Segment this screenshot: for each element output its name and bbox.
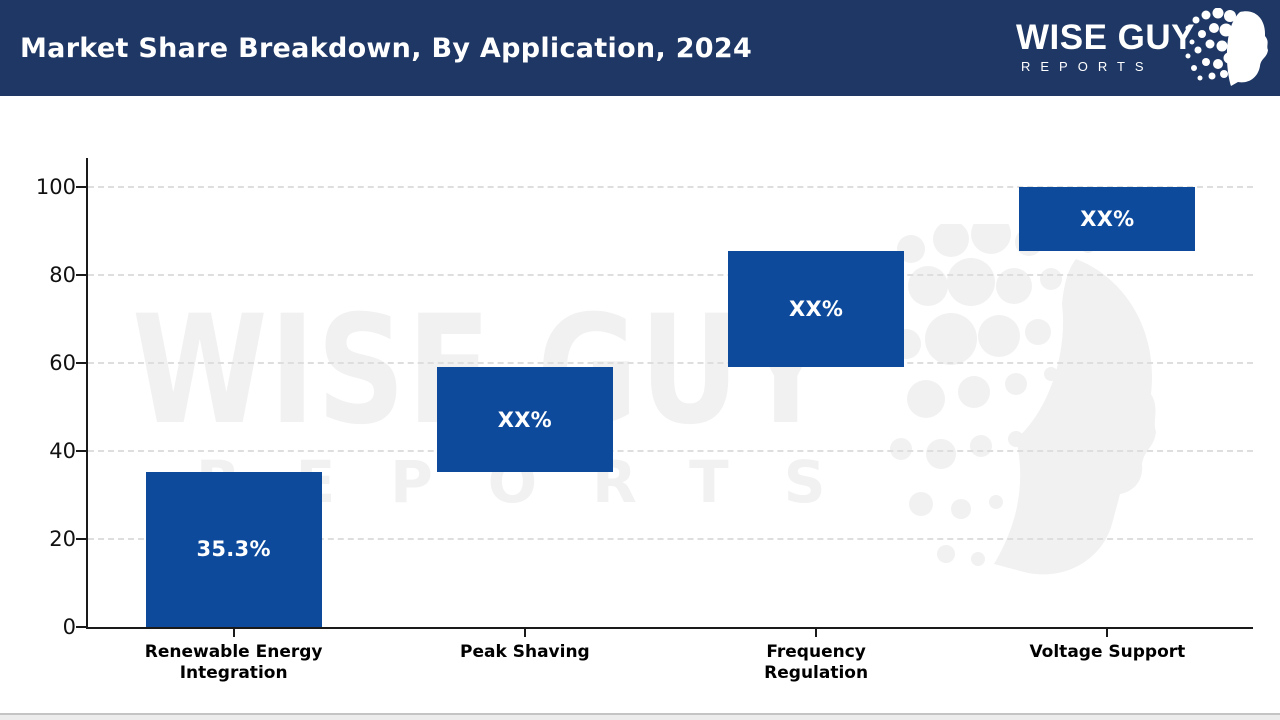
category-label-line: Frequency [766, 642, 866, 662]
logo-wordmark-line2: REPORTS [1021, 59, 1154, 74]
bottom-border [0, 713, 1280, 720]
logo-head-icon [1185, 8, 1268, 87]
x-axis-tick [815, 629, 818, 637]
y-axis-tick [76, 538, 86, 540]
bar-4: XX% [1019, 187, 1196, 251]
category-label-line: Integration [179, 663, 288, 683]
x-axis-tick [232, 629, 235, 637]
plot: 0 20 40 60 80 100 35.3% Renewable Energy Integra… [0, 96, 1280, 716]
x-axis-tick [523, 629, 526, 637]
y-axis-line [86, 158, 88, 629]
category-label-line: Regulation [764, 663, 869, 683]
header-bar: Market Share Breakdown, By Application, … [0, 0, 1280, 96]
category-label: Peak Shaving [365, 642, 685, 663]
y-axis-tick-label: 0 [62, 615, 76, 639]
wise-guy-logo: WISE GUY REPORTS [1016, 8, 1270, 90]
category-label-line: Voltage Support [1029, 642, 1186, 662]
bar-3: XX% [728, 250, 905, 368]
logo-wordmark: WISE GUY REPORTS [1016, 18, 1196, 75]
chart-area: WISE GUY REPORTS 0 20 40 60 80 100 35. [0, 96, 1280, 716]
category-label: Renewable Energy Integration [74, 642, 394, 684]
bar-value-label: XX% [788, 297, 844, 322]
y-axis-tick-label: 40 [49, 439, 76, 463]
y-axis-tick [76, 450, 86, 452]
bar-2: XX% [436, 367, 613, 472]
category-label-line: Peak Shaving [460, 642, 590, 662]
page-title: Market Share Breakdown, By Application, … [20, 32, 753, 64]
category-label: Voltage Support [947, 642, 1267, 663]
x-axis-line [86, 627, 1253, 629]
y-axis-tick [76, 626, 86, 628]
logo-wordmark-line1: WISE GUY [1016, 18, 1196, 57]
bar-value-label: XX% [1080, 206, 1135, 231]
bar-value-label: XX% [497, 407, 553, 432]
gridline [88, 450, 1253, 452]
y-axis-tick [76, 186, 86, 188]
y-axis-tick-label: 20 [49, 527, 76, 551]
category-label: Frequency Regulation [656, 642, 976, 684]
x-axis-tick [1106, 629, 1109, 637]
y-axis-tick-label: 80 [49, 263, 76, 287]
y-axis-tick [76, 362, 86, 364]
y-axis-tick-label: 60 [49, 351, 76, 375]
y-axis-tick-label: 100 [35, 175, 76, 199]
bar-1: 35.3% [145, 471, 322, 627]
y-axis-tick [76, 274, 86, 276]
gridline [88, 362, 1253, 364]
category-label-line: Renewable Energy [144, 642, 323, 662]
bar-value-label: 35.3% [196, 537, 271, 562]
gridline [88, 274, 1253, 276]
gridline [88, 538, 1253, 540]
gridline [88, 186, 1253, 188]
